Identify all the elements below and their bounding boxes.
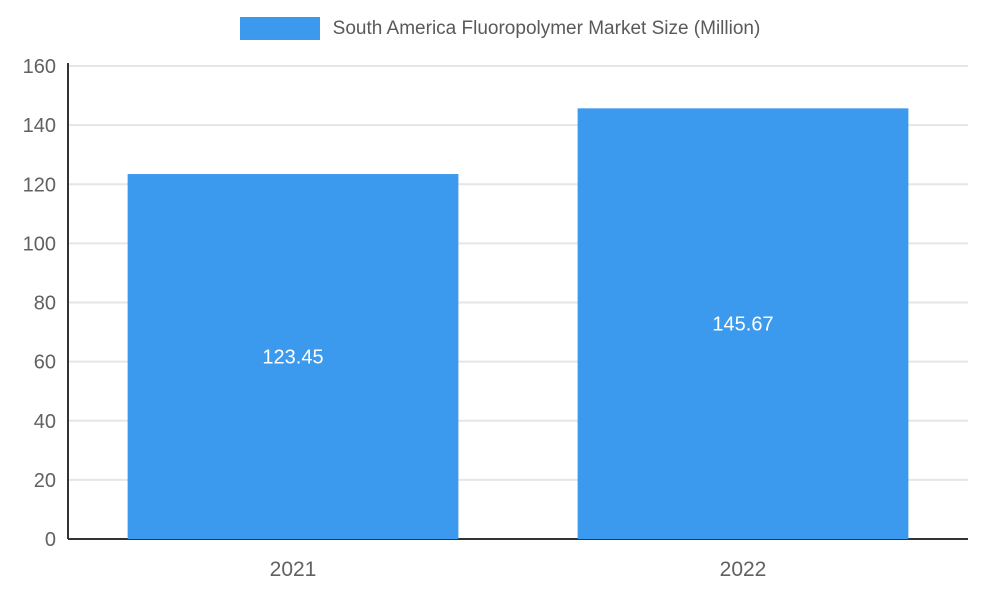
legend-swatch [239, 17, 320, 40]
chart-title: South America Fluoropolymer Market Size … [332, 18, 761, 39]
y-tick-label: 0 [45, 529, 56, 551]
y-tick-label: 120 [23, 174, 56, 196]
y-tick-label: 40 [34, 411, 56, 433]
y-tick-label: 100 [23, 233, 56, 255]
y-tick-label: 160 [23, 56, 56, 78]
bar-value-label: 145.67 [712, 314, 773, 336]
y-tick-label: 140 [23, 115, 56, 137]
x-tick-label: 2021 [270, 558, 317, 581]
bar-2022 [577, 108, 909, 539]
chart-legend: South America Fluoropolymer Market Size … [0, 17, 1000, 40]
bar-value-label: 123.45 [262, 347, 323, 369]
x-tick-label: 2022 [720, 558, 767, 581]
bar-2021 [127, 174, 459, 539]
y-tick-label: 20 [34, 470, 56, 492]
y-tick-label: 80 [34, 293, 56, 315]
y-tick-label: 60 [34, 352, 56, 374]
